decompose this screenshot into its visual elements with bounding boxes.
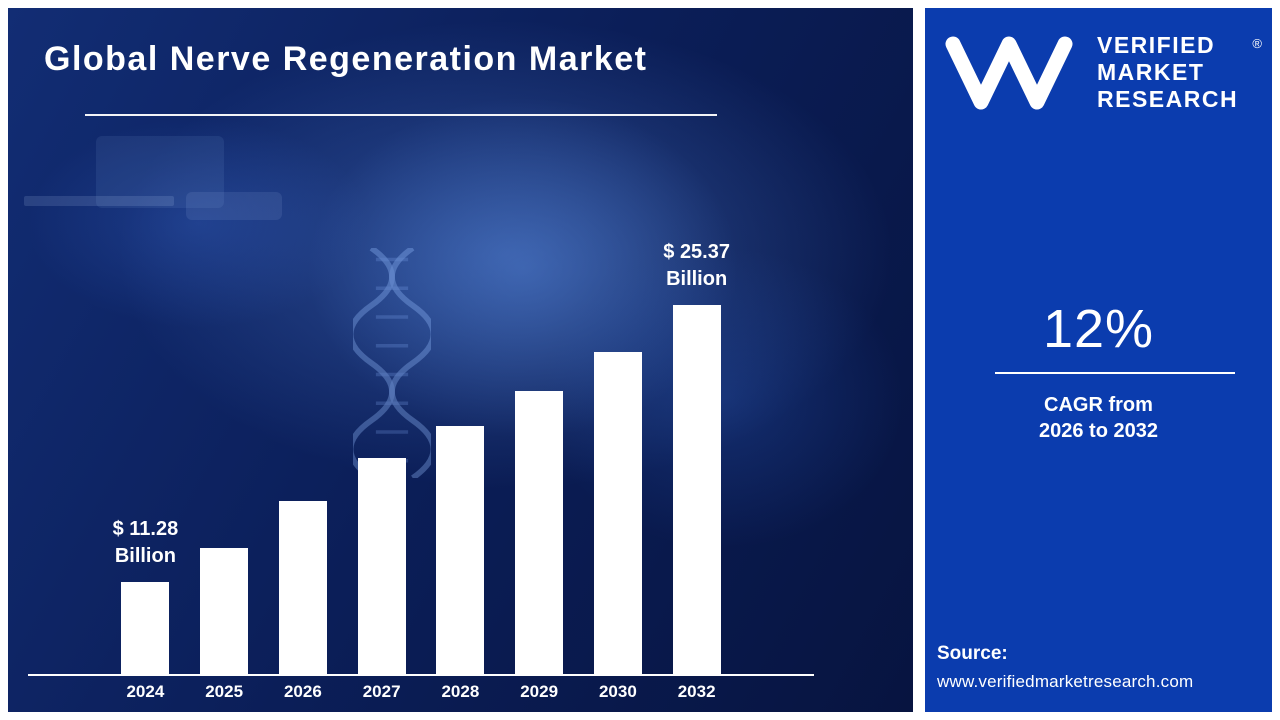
lab-equipment-shape: [186, 192, 282, 220]
bar: [515, 390, 564, 674]
dna-helix-icon: [353, 248, 431, 478]
bar-column: [421, 426, 500, 674]
registered-trademark-icon: ®: [1252, 36, 1262, 51]
bar-value-label: $ 11.28 Billion: [112, 518, 179, 567]
cagr-caption-line: CAGR from: [1044, 394, 1153, 416]
x-axis-label: 2027: [362, 682, 401, 701]
cagr-value: 12%: [1042, 299, 1155, 359]
brand-line: RESEARCH: [1097, 86, 1239, 112]
x-axis-label: 2032: [677, 682, 716, 701]
x-axis-line: [28, 674, 814, 676]
bar: [672, 305, 721, 674]
bar-column: [264, 501, 343, 674]
bar-chart: $ 11.28 Billion $ 25.37 Billion 2024 2025 202…: [28, 226, 814, 702]
x-labels: 2024 2025 2026 2027 2028 2029 2030 2032: [28, 676, 814, 702]
bar-column: [342, 457, 421, 674]
bar: [200, 548, 249, 674]
bar: [121, 582, 170, 674]
x-axis-label: 2024: [126, 682, 165, 701]
source-url[interactable]: www.verifiedmarketresearch.com: [937, 672, 1194, 691]
bar-value-label: $ 25.37 Billion: [663, 241, 730, 290]
bars: $ 11.28 Billion $ 25.37 Billion: [28, 226, 814, 674]
bar: [593, 351, 642, 674]
x-axis-label: 2026: [283, 682, 322, 701]
title-underline: [85, 114, 717, 116]
bar-column: [185, 548, 264, 674]
source-block: Source: www.verifiedmarketresearch.com: [937, 643, 1193, 692]
info-panel: VERIFIED MARKET RESEARCH ® 12% CAGR from…: [925, 8, 1272, 712]
x-axis-label: 2025: [205, 682, 244, 701]
source-label: Source:: [937, 643, 1008, 664]
vmr-logo-icon: [945, 36, 1073, 110]
bar-column: $ 11.28 Billion: [106, 518, 185, 674]
brand-line: VERIFIED: [1097, 32, 1216, 58]
bar: [357, 457, 406, 674]
x-axis-label: 2028: [441, 682, 480, 701]
lab-equipment-shape: [24, 196, 174, 206]
cagr-caption-line: 2026 to 2032: [1039, 420, 1158, 442]
lab-equipment-shape: [96, 136, 224, 208]
page-title: Global Nerve Regeneration Market: [44, 40, 648, 78]
stat-underline: [995, 372, 1235, 374]
bar-column: [500, 390, 579, 674]
x-axis-label: 2030: [598, 682, 637, 701]
bar: [436, 426, 485, 674]
brand-name: VERIFIED MARKET RESEARCH: [1097, 32, 1238, 113]
bar-column: $ 25.37 Billion: [657, 241, 736, 674]
bar-column: [579, 351, 658, 674]
brand-line: MARKET: [1097, 59, 1205, 85]
bar: [278, 501, 327, 674]
x-axis-label: 2029: [520, 682, 559, 701]
chart-section: Global Nerve Regeneration Market $ 11.28…: [8, 8, 913, 712]
cagr-caption: CAGR from 2026 to 2032: [925, 392, 1272, 444]
